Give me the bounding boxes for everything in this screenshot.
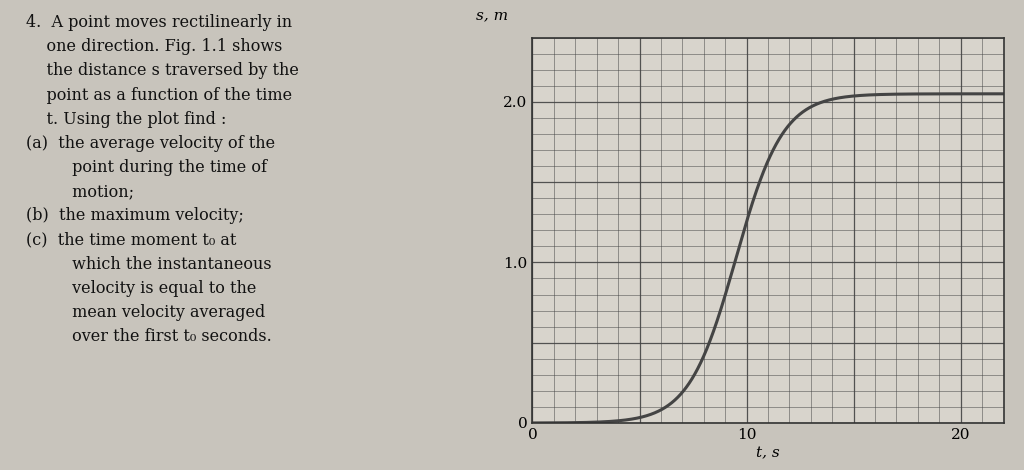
Text: 4.  A point moves rectilinearly in
    one direction. Fig. 1.1 shows
    the dis: 4. A point moves rectilinearly in one di… [26,14,298,345]
Text: s, m: s, m [476,8,508,22]
X-axis label: t, s: t, s [756,446,780,460]
